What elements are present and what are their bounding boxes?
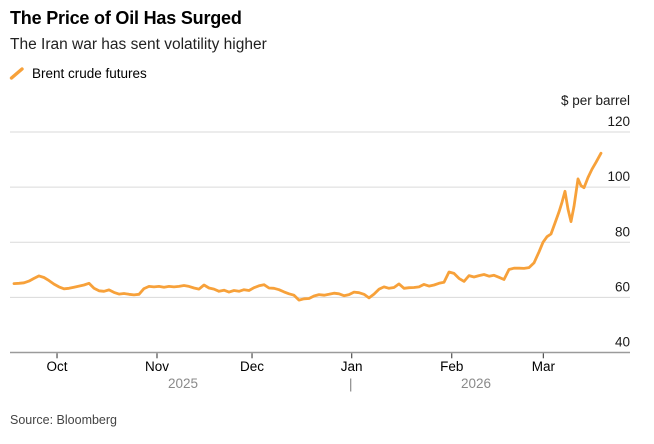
year-label-2025: 2025: [168, 376, 198, 391]
legend-line-swatch-icon: [9, 67, 24, 80]
y-tick-label-40: 40: [615, 335, 630, 350]
legend-label: Brent crude futures: [32, 66, 147, 81]
x-tick-label-Mar: Mar: [532, 359, 556, 374]
price-line-brent-crude-futures: [12, 151, 603, 302]
y-tick-label-80: 80: [615, 224, 630, 239]
chart-title: The Price of Oil Has Surged: [10, 8, 242, 28]
y-tick-label-100: 100: [607, 169, 630, 184]
year-label-2026: 2026: [461, 376, 491, 391]
legend: Brent crude futures: [8, 65, 147, 82]
source-note: Source: Bloomberg: [10, 413, 118, 427]
y-tick-label-120: 120: [607, 114, 630, 129]
x-tick-label-Nov: Nov: [145, 359, 169, 374]
y-tick-label-60: 60: [615, 279, 630, 294]
x-tick-label-Jan: Jan: [341, 359, 363, 374]
x-tick-label-Feb: Feb: [440, 359, 463, 374]
x-tick-label-Dec: Dec: [240, 359, 264, 374]
y-axis-unit-label: $ per barrel: [560, 93, 630, 108]
x-tick-label-Oct: Oct: [47, 359, 68, 374]
chart-subtitle: The Iran war has sent volatility higher: [10, 36, 267, 53]
